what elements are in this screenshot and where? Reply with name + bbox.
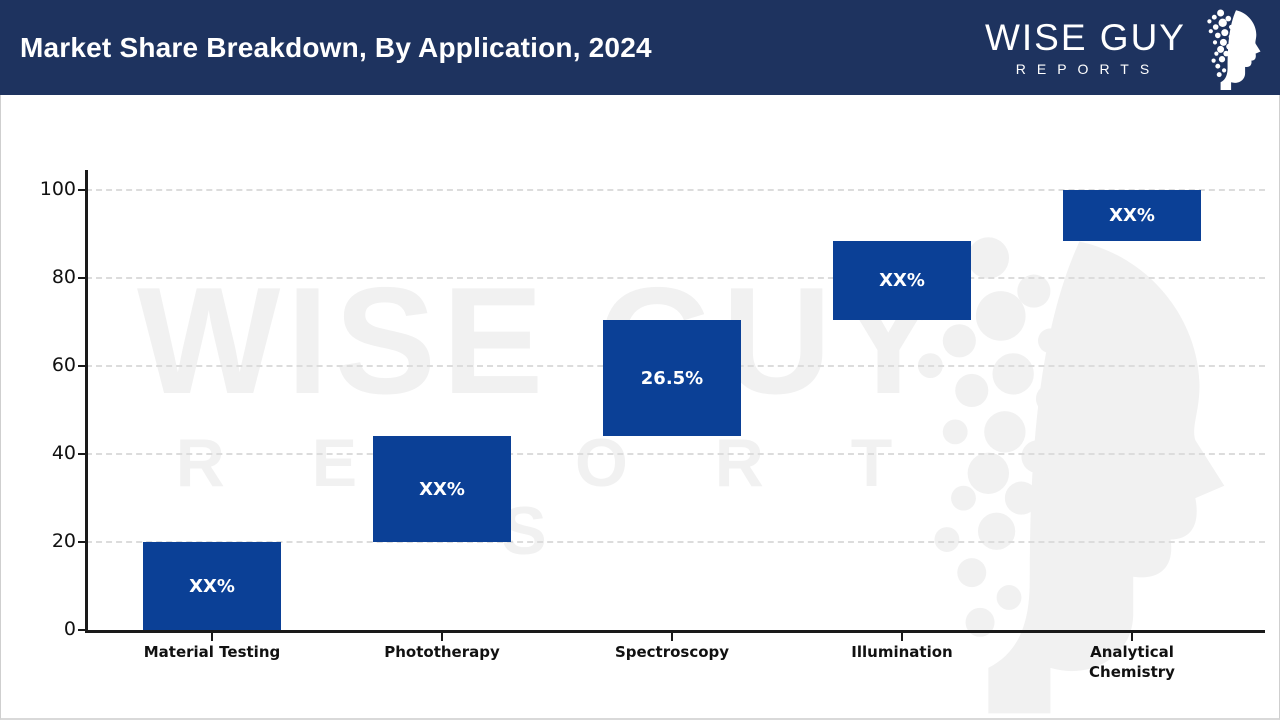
x-tick-mark xyxy=(211,633,213,641)
brand-subtitle: REPORTS xyxy=(1015,61,1161,77)
brand-head-icon xyxy=(1207,9,1261,90)
gridline xyxy=(86,541,1265,543)
header: Market Share Breakdown, By Application, … xyxy=(0,0,1280,95)
bar-material-testing: XX% xyxy=(143,542,281,630)
y-tick-mark xyxy=(78,189,86,191)
x-tick-mark xyxy=(901,633,903,641)
y-tick-label: 100 xyxy=(39,178,76,200)
y-tick-label: 0 xyxy=(63,618,76,640)
bar-analytical-chemistry: XX% xyxy=(1063,190,1201,241)
x-category-label: Material Testing xyxy=(143,643,281,661)
y-axis-line xyxy=(85,170,88,632)
gridline xyxy=(86,277,1265,279)
chart-canvas: WISE GUY R E P O R T S 0 20 40 60 80 100 XX% XX… xyxy=(0,95,1280,720)
bar-spectroscopy: 26.5% xyxy=(603,319,741,437)
y-tick-label: 80 xyxy=(51,266,76,288)
y-tick-mark xyxy=(78,541,86,543)
y-tick-label: 20 xyxy=(51,530,76,552)
bar-illumination: XX% xyxy=(833,240,971,320)
watermark-text: WISE GUY R E P O R T S xyxy=(131,265,951,565)
bar-value-label: XX% xyxy=(419,478,465,500)
x-tick-mark xyxy=(671,633,673,641)
brand-logo: WISE GUY REPORTS xyxy=(985,6,1266,90)
bar-phototherapy: XX% xyxy=(373,436,511,542)
gridline xyxy=(86,453,1265,455)
gridline xyxy=(86,189,1265,191)
y-tick-label: 40 xyxy=(51,442,76,464)
bar-value-label: 26.5% xyxy=(640,367,704,389)
y-tick-mark xyxy=(78,629,86,631)
bar-value-label: XX% xyxy=(189,575,235,597)
x-category-label: Spectroscopy xyxy=(614,643,730,661)
y-tick-mark xyxy=(78,453,86,455)
y-tick-mark xyxy=(78,277,86,279)
bar-value-label: XX% xyxy=(1109,204,1155,226)
y-tick-label: 60 xyxy=(51,354,76,376)
x-category-label: Illumination xyxy=(851,643,953,661)
x-axis-line xyxy=(85,630,1265,633)
watermark-line1: WISE GUY xyxy=(136,256,946,426)
page-title: Market Share Breakdown, By Application, … xyxy=(20,31,652,63)
x-category-label: Phototherapy xyxy=(384,643,500,661)
brand-name: WISE GUY xyxy=(984,17,1186,58)
x-category-label: Analytical Chemistry xyxy=(1089,643,1175,682)
brand-logo-text: WISE GUY REPORTS xyxy=(985,19,1186,76)
x-tick-mark xyxy=(441,633,443,641)
x-tick-mark xyxy=(1131,633,1133,641)
y-tick-mark xyxy=(78,365,86,367)
bar-value-label: XX% xyxy=(879,269,925,291)
